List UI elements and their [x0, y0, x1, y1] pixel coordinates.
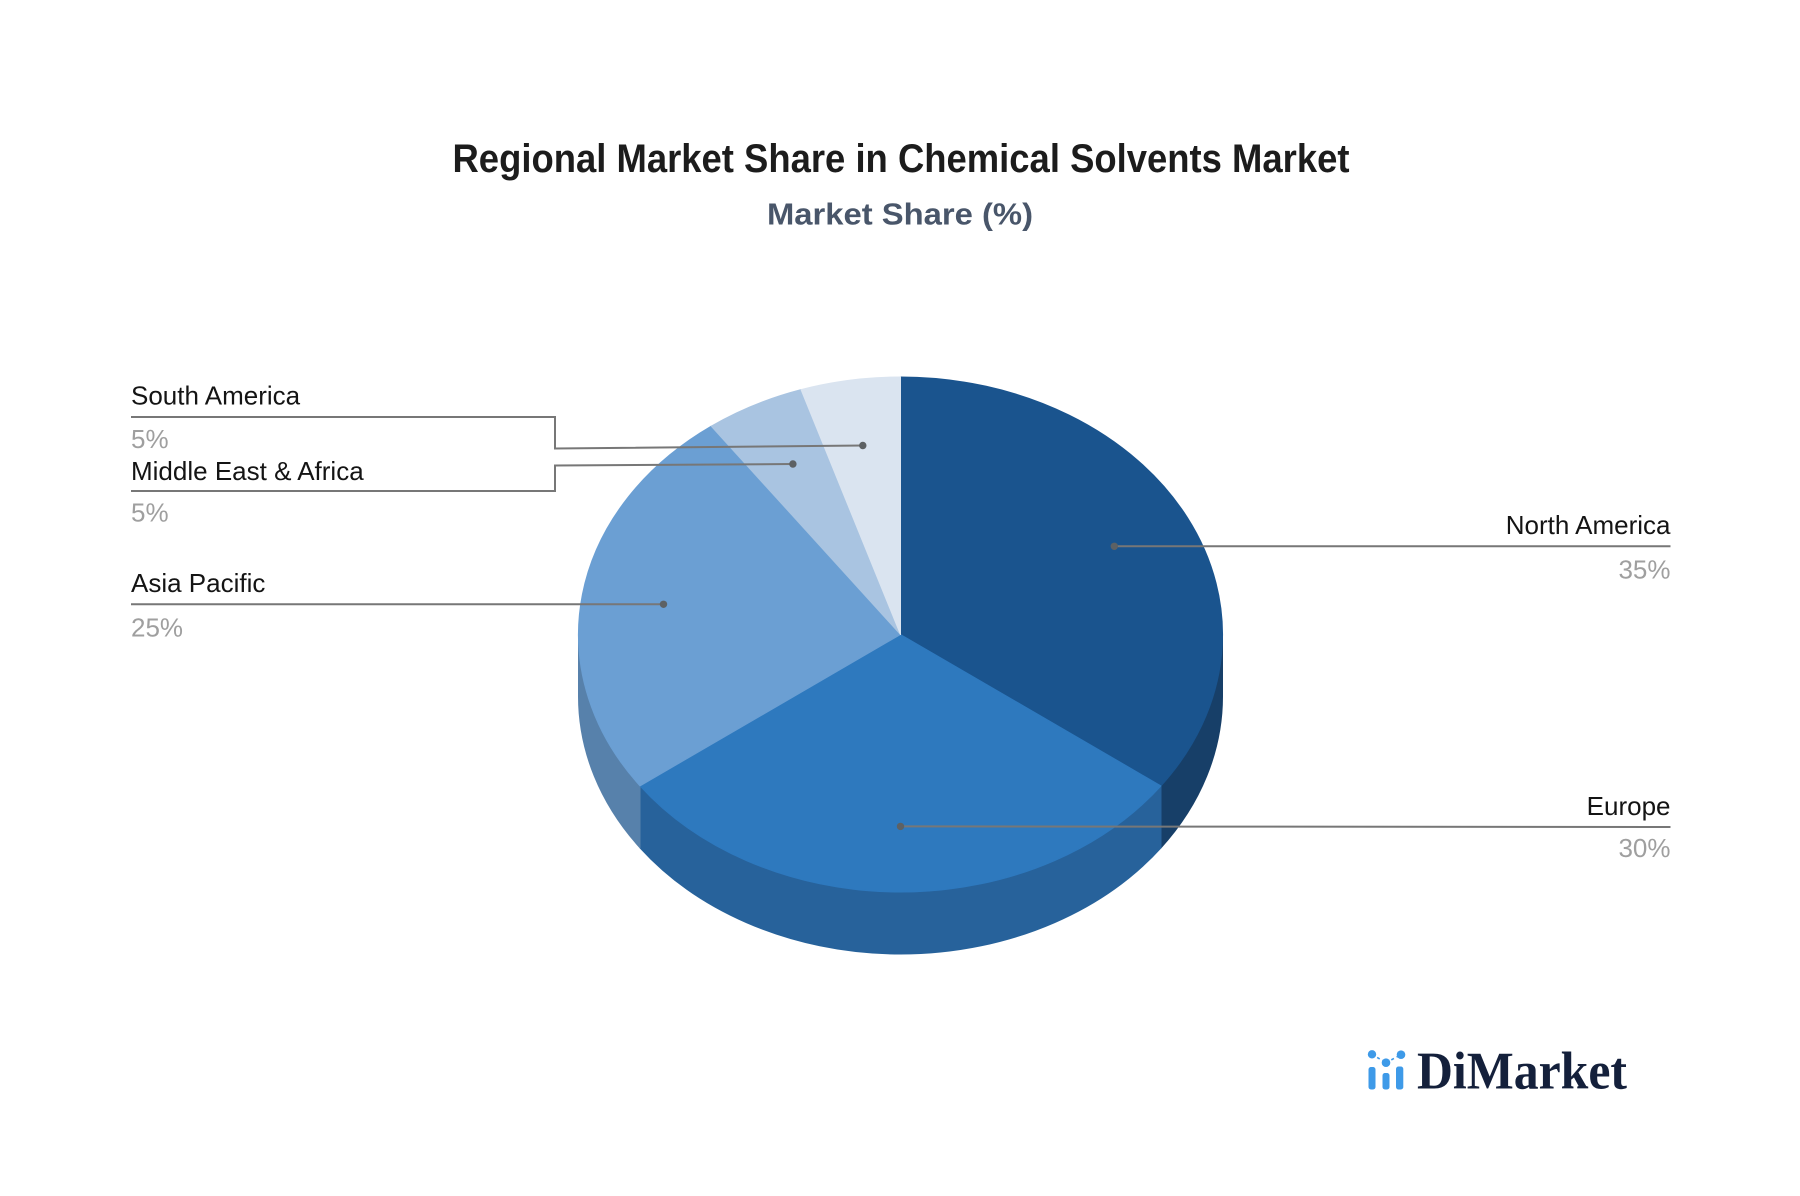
svg-text:25%: 25% [131, 612, 183, 642]
svg-text:Asia Pacific: Asia Pacific [131, 568, 265, 598]
svg-text:Middle East & Africa: Middle East & Africa [131, 456, 364, 486]
svg-text:5%: 5% [131, 424, 169, 454]
svg-text:30%: 30% [1618, 833, 1670, 863]
svg-text:Market Share (%): Market Share (%) [767, 197, 1033, 232]
svg-text:Regional Market Share in Chemi: Regional Market Share in Chemical Solven… [453, 137, 1350, 181]
svg-text:35%: 35% [1618, 554, 1670, 584]
svg-text:North America: North America [1506, 510, 1671, 540]
svg-text:DiMarket: DiMarket [1417, 1043, 1627, 1101]
svg-text:Europe: Europe [1587, 791, 1671, 821]
svg-text:South America: South America [131, 381, 301, 411]
svg-text:5%: 5% [131, 498, 169, 528]
